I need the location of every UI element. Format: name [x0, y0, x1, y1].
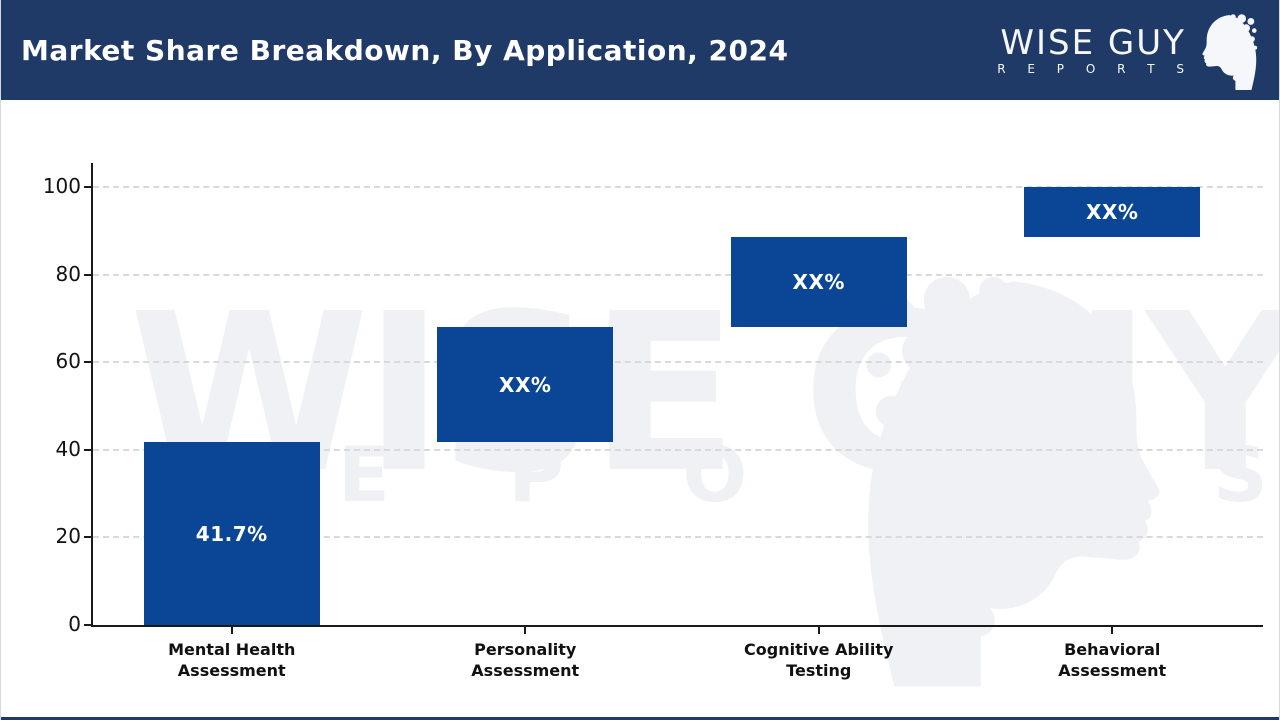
x-tick-3 [817, 627, 820, 634]
chart-area: WISE GUY R E P O R T S 0 20 40 60 80 100 41.7%… [1, 100, 1279, 717]
header: Market Share Breakdown, By Application, … [1, 0, 1279, 100]
bar-1: 41.7% [143, 442, 320, 625]
brand-logo-text: WISE GUY R E P O R T S [993, 25, 1193, 76]
gridline-80 [93, 273, 1263, 276]
x-category-label-1: Mental Health Assessment [168, 640, 296, 680]
bar-value-label-1: 41.7% [195, 521, 268, 546]
footer-strip [1, 717, 1279, 720]
gridline-40 [93, 448, 1263, 451]
y-tick-80 [84, 273, 91, 276]
logo-wordmark: WISE GUY [1000, 22, 1186, 63]
x-tick-4 [1111, 627, 1114, 634]
y-tick-label-0: 0 [68, 612, 81, 636]
bar-4: XX% [1024, 187, 1201, 237]
y-tick-100 [84, 186, 91, 188]
bar-value-label-2: XX% [499, 372, 552, 397]
y-axis-spine [91, 163, 93, 627]
brand-logo: WISE GUY R E P O R T S [993, 8, 1267, 92]
y-tick-0 [84, 624, 91, 626]
x-tick-2 [524, 627, 527, 634]
x-tick-1 [230, 627, 233, 634]
bar-value-label-3: XX% [792, 270, 845, 295]
logo-subtext: R E P O R T S [997, 61, 1193, 76]
gridline-20 [93, 536, 1263, 539]
bar-value-label-4: XX% [1086, 199, 1139, 224]
y-tick-label-40: 40 [55, 436, 81, 461]
y-tick-label-80: 80 [55, 261, 81, 286]
bar-3: XX% [730, 236, 907, 328]
logo-face-icon [1202, 14, 1258, 90]
watermark-face-icon [863, 276, 1160, 687]
y-tick-label-100: 100 [42, 174, 81, 198]
y-tick-40 [84, 448, 91, 451]
y-tick-label-20: 20 [55, 524, 81, 549]
y-tick-label-60: 60 [55, 349, 81, 374]
x-category-label-4: Behavioral Assessment [1058, 640, 1167, 680]
gridline-100 [93, 186, 1263, 188]
y-tick-20 [84, 536, 91, 539]
x-category-label-3: Cognitive Ability Testing [744, 640, 894, 680]
gridline-60 [93, 361, 1263, 364]
x-category-label-2: Personality Assessment [471, 640, 580, 680]
bar-2: XX% [437, 327, 614, 443]
y-tick-60 [84, 361, 91, 364]
chart-title: Market Share Breakdown, By Application, … [21, 33, 789, 67]
x-axis-spine [91, 625, 1263, 627]
